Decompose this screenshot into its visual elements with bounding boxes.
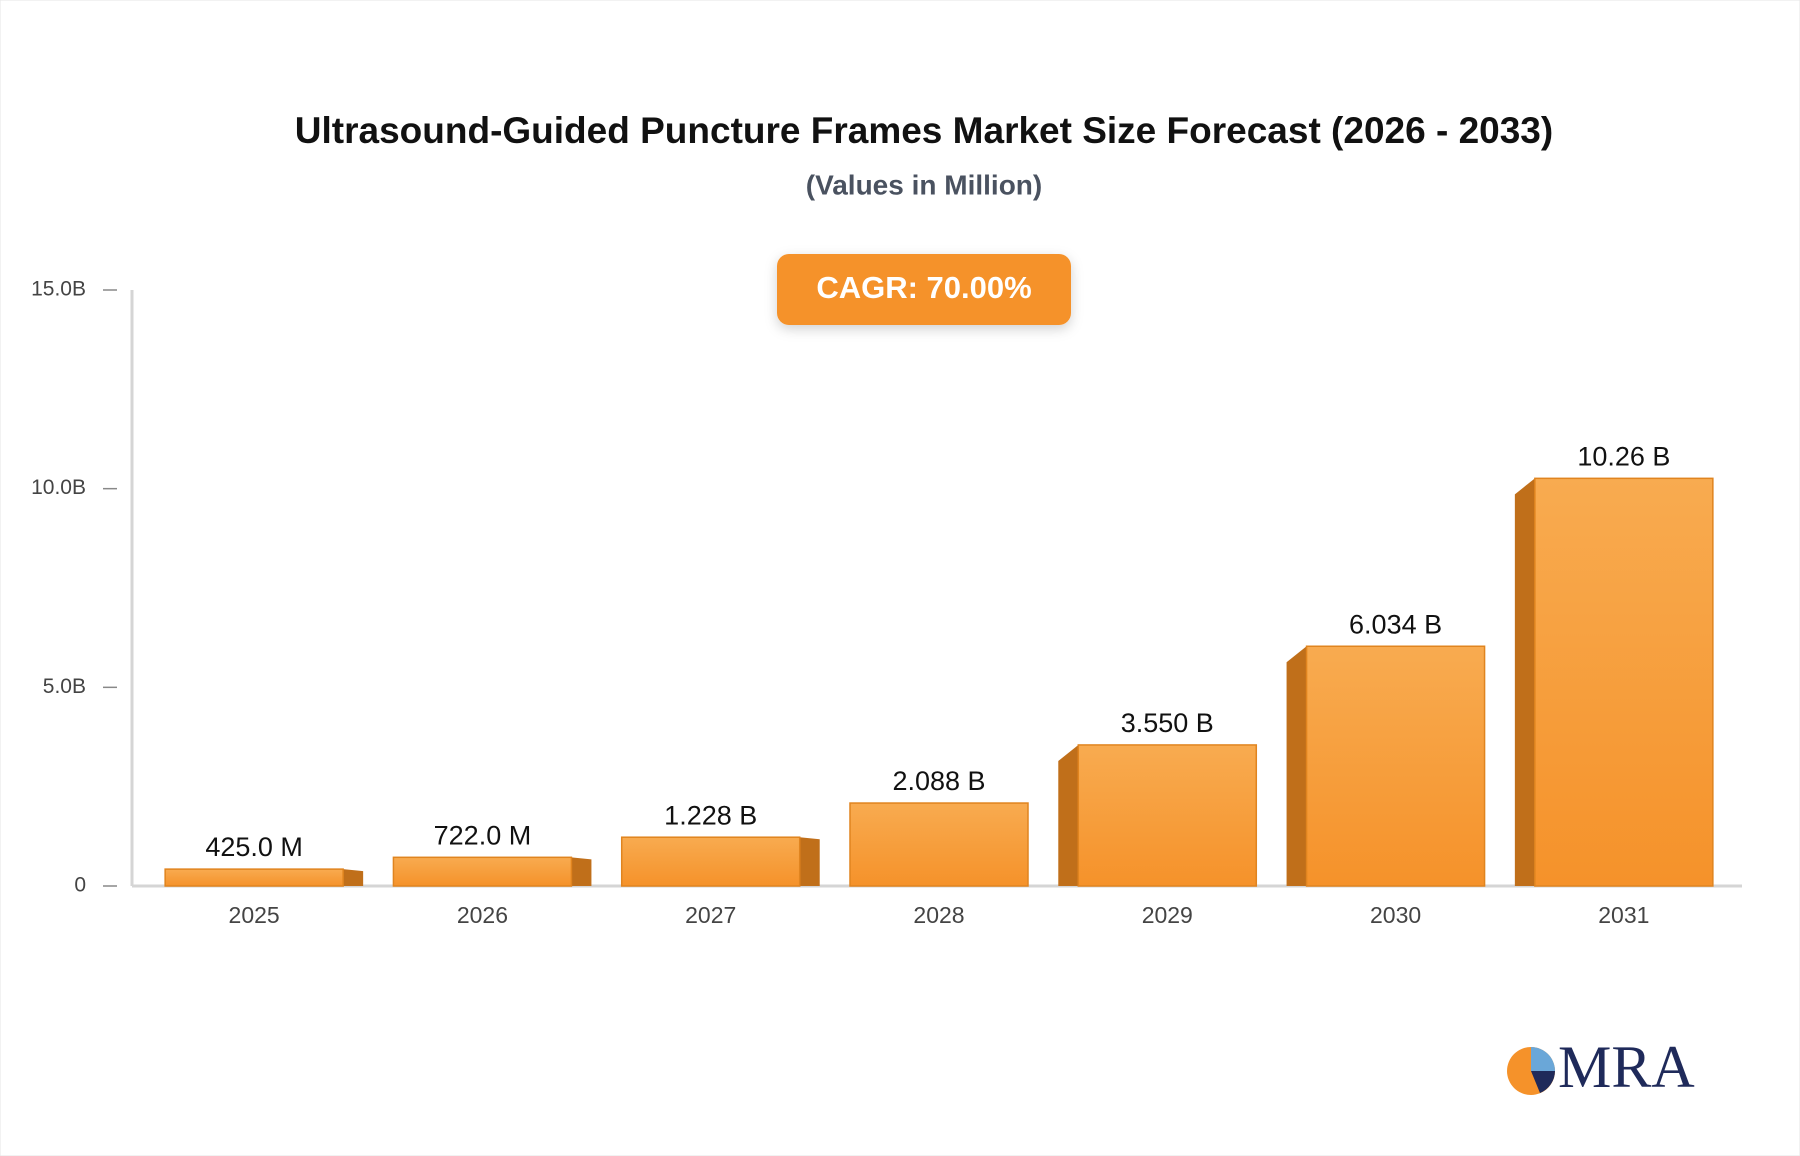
x-tick-label: 2029: [1142, 902, 1193, 928]
value-label: 10.26 B: [1577, 441, 1670, 471]
value-label: 6.034 B: [1349, 609, 1442, 639]
y-tick-label: 10.0B: [31, 476, 86, 499]
bar: [1305, 645, 1486, 887]
value-label: 425.0 M: [205, 832, 303, 862]
bar-side: [571, 857, 592, 886]
y-tick-label: 0: [74, 874, 86, 897]
bar-side: [1286, 646, 1307, 886]
y-tick-label: 5.0B: [43, 675, 86, 698]
bar-side: [1514, 478, 1535, 886]
value-label: 3.550 B: [1121, 708, 1214, 738]
bar: [392, 856, 573, 887]
x-tick-label: 2027: [685, 902, 736, 928]
value-label: 2.088 B: [892, 766, 985, 796]
value-label: 722.0 M: [434, 820, 532, 850]
bar: [1534, 477, 1714, 887]
logo-icon-slice: [1531, 1047, 1555, 1071]
y-tick-label: 15.0B: [31, 278, 86, 301]
logo: MRA: [1507, 1034, 1695, 1100]
x-tick-label: 2028: [913, 902, 964, 928]
chart-title: Ultrasound-Guided Puncture Frames Market…: [295, 110, 1553, 151]
bar: [620, 836, 801, 887]
bar-side: [343, 869, 364, 886]
bar-side: [799, 837, 820, 886]
cagr-badge: [777, 254, 1071, 325]
x-tick-label: 2031: [1598, 902, 1649, 928]
chart-subtitle: (Values in Million): [806, 169, 1042, 200]
x-tick-label: 2030: [1370, 902, 1421, 928]
bar: [164, 868, 344, 887]
logo-text: MRA: [1558, 1034, 1695, 1100]
bar: [1077, 744, 1258, 887]
x-tick-label: 2025: [229, 902, 280, 928]
bar: [849, 802, 1029, 887]
logo-icon-slice: [1531, 1071, 1555, 1093]
bar-side: [1058, 744, 1079, 886]
value-label: 1.228 B: [664, 800, 757, 830]
cagr-text: CAGR: 70.00%: [816, 270, 1031, 305]
x-tick-label: 2026: [457, 902, 508, 928]
